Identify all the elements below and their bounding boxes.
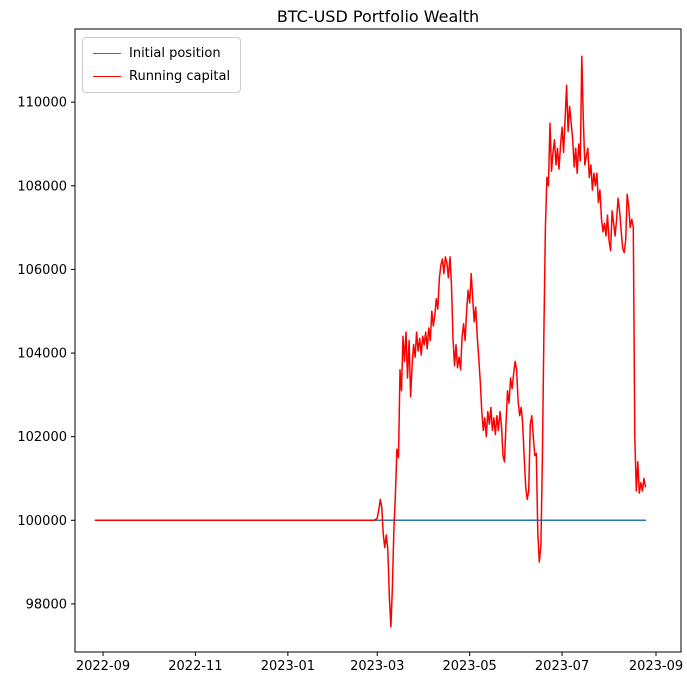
chart-title: BTC-USD Portfolio Wealth [276, 7, 480, 26]
x-tick-label: 2023-01 [261, 659, 315, 674]
x-tick-label: 2023-05 [442, 659, 496, 674]
y-tick-label: 108000 [17, 179, 67, 194]
y-tick-label: 106000 [17, 263, 67, 278]
y-tick-label: 104000 [17, 347, 67, 362]
x-tick-label: 2022-11 [168, 659, 222, 674]
legend-item-initial-position: Initial position [93, 46, 230, 61]
running-capital-line-swatch [93, 76, 121, 77]
y-tick-label: 110000 [17, 96, 67, 111]
legend-item-running-capital: Running capital [93, 69, 230, 84]
legend-label-running-capital: Running capital [129, 69, 231, 84]
x-tick-label: 2022-09 [76, 659, 130, 674]
legend-label-initial-position: Initial position [129, 46, 221, 61]
x-tick-label: 2023-09 [629, 659, 683, 674]
y-tick-label: 100000 [17, 514, 67, 529]
legend: Initial position Running capital [82, 37, 242, 93]
initial-position-line-swatch [93, 53, 121, 54]
x-tick-label: 2023-07 [535, 659, 589, 674]
y-tick-label: 102000 [17, 430, 67, 445]
series-line-running-capital [94, 55, 647, 628]
axes-frame [74, 28, 682, 653]
y-tick-label: 98000 [26, 597, 67, 612]
x-tick-label: 2023-03 [350, 659, 404, 674]
